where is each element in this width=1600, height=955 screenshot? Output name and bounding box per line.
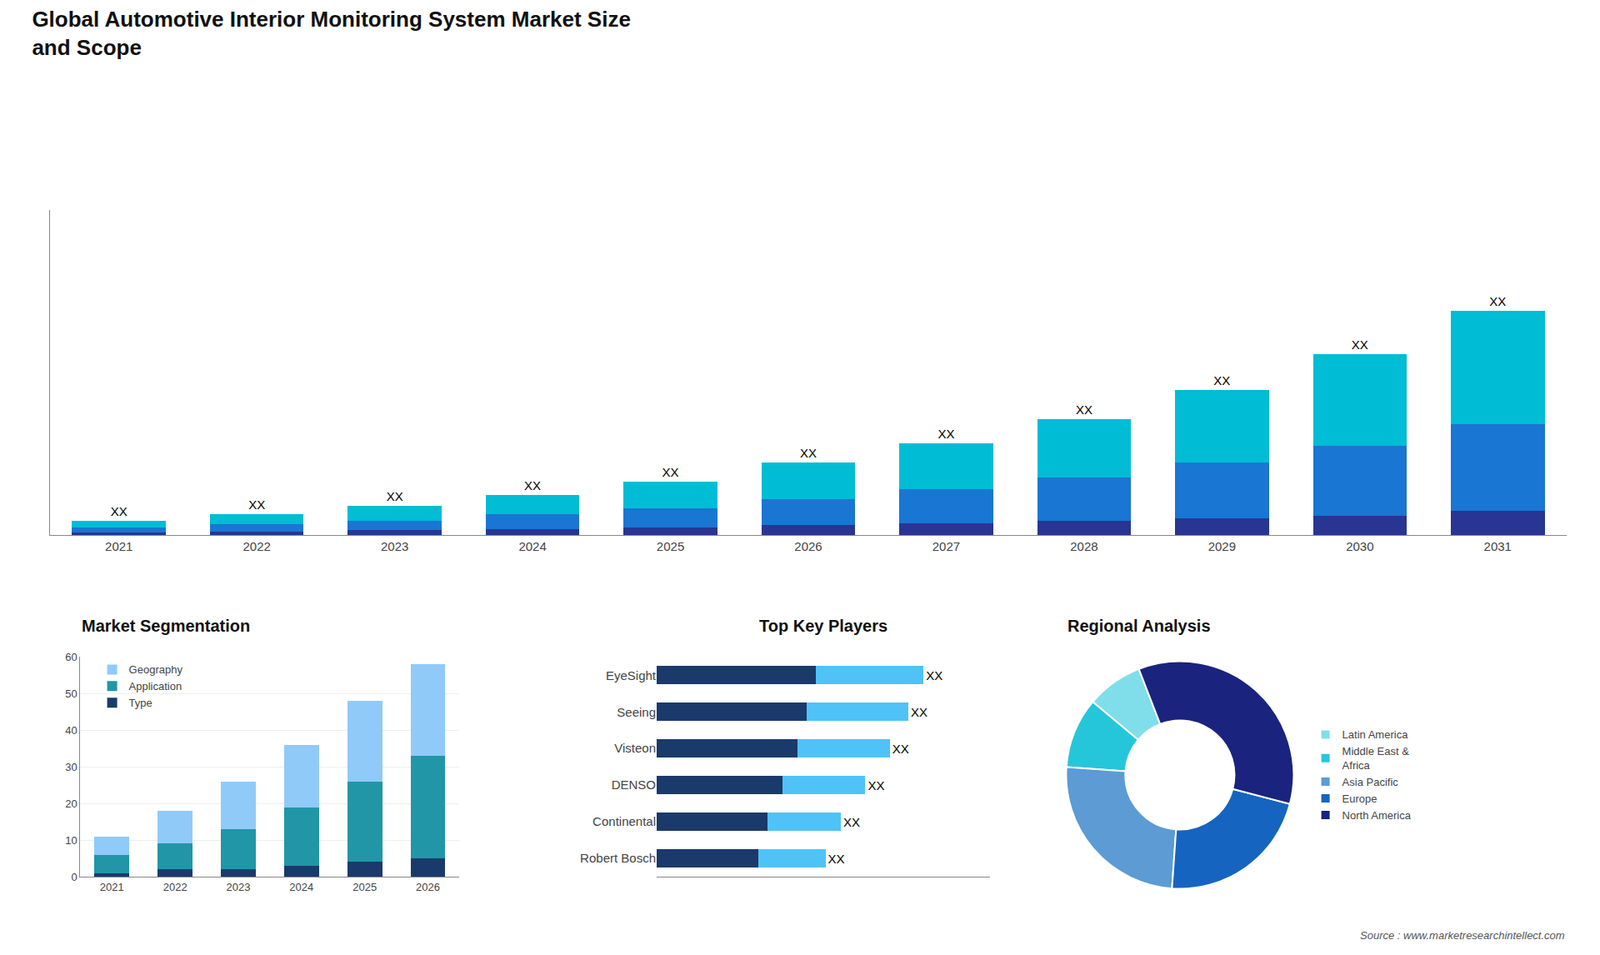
svg-text:40: 40: [65, 724, 77, 737]
svg-text:10: 10: [65, 834, 77, 847]
svg-text:XX: XX: [1351, 337, 1369, 352]
svg-text:XX: XX: [1213, 373, 1230, 388]
svg-text:2021: 2021: [105, 539, 133, 554]
svg-text:XX: XX: [386, 489, 404, 504]
svg-text:2025: 2025: [656, 539, 685, 554]
svg-text:30: 30: [65, 760, 77, 774]
svg-text:XX: XX: [925, 668, 943, 683]
svg-text:2027: 2027: [932, 539, 960, 554]
svg-text:2028: 2028: [1070, 539, 1098, 554]
svg-text:Global Automotive Interior Mon: Global Automotive Interior Monitoring Sy…: [31, 6, 630, 60]
svg-text:2031: 2031: [1484, 539, 1512, 554]
svg-text:Source : www.marketresearchint: Source : www.marketresearchintellect.com: [1360, 929, 1565, 942]
svg-text:XX: XX: [910, 705, 928, 720]
svg-text:20: 20: [65, 797, 77, 810]
svg-text:XX: XX: [892, 741, 910, 756]
svg-text:2023: 2023: [380, 539, 409, 554]
svg-text:Application: Application: [129, 680, 183, 693]
svg-text:0: 0: [71, 870, 78, 884]
svg-text:Middle East &Africa: Middle East &Africa: [1342, 745, 1410, 772]
svg-text:Europe: Europe: [1342, 792, 1378, 805]
svg-text:Top Key Players: Top Key Players: [759, 616, 888, 635]
svg-text:Asia Pacific: Asia Pacific: [1342, 775, 1400, 789]
svg-text:2024: 2024: [518, 539, 546, 554]
svg-text:XX: XX: [662, 465, 680, 480]
svg-text:2023: 2023: [226, 880, 251, 894]
svg-text:60: 60: [65, 650, 77, 664]
svg-text:2029: 2029: [1208, 539, 1236, 554]
svg-text:XX: XX: [524, 478, 541, 493]
svg-text:XX: XX: [828, 851, 845, 866]
svg-text:50: 50: [65, 687, 77, 700]
svg-text:2026: 2026: [415, 880, 440, 894]
svg-text:2025: 2025: [352, 880, 377, 894]
svg-text:XX: XX: [800, 445, 817, 460]
svg-text:XX: XX: [937, 426, 955, 441]
svg-text:Visteon: Visteon: [614, 740, 656, 755]
svg-text:Continental: Continental: [592, 814, 656, 829]
svg-text:Regional Analysis: Regional Analysis: [1067, 616, 1211, 635]
svg-text:2026: 2026: [794, 539, 822, 554]
svg-text:EyeSight: EyeSight: [605, 668, 657, 683]
svg-text:Seeing: Seeing: [616, 705, 656, 720]
svg-text:Latin America: Latin America: [1342, 728, 1410, 741]
svg-text:Robert Bosch: Robert Bosch: [580, 850, 656, 865]
svg-text:DENSO: DENSO: [611, 777, 656, 792]
svg-text:Type: Type: [129, 696, 153, 710]
svg-text:XX: XX: [1489, 294, 1506, 309]
svg-text:Market Segmentation: Market Segmentation: [81, 616, 250, 635]
svg-text:XX: XX: [843, 815, 860, 830]
svg-text:2022: 2022: [242, 539, 270, 554]
svg-text:XX: XX: [248, 497, 265, 512]
svg-text:XX: XX: [110, 504, 128, 519]
svg-text:XX: XX: [1075, 402, 1093, 417]
svg-text:Geography: Geography: [129, 663, 184, 676]
svg-text:2022: 2022: [163, 880, 188, 894]
svg-text:2021: 2021: [100, 880, 125, 894]
svg-text:2024: 2024: [289, 880, 314, 894]
svg-text:North America: North America: [1342, 809, 1412, 822]
svg-text:XX: XX: [867, 778, 885, 793]
svg-text:2030: 2030: [1345, 539, 1374, 554]
